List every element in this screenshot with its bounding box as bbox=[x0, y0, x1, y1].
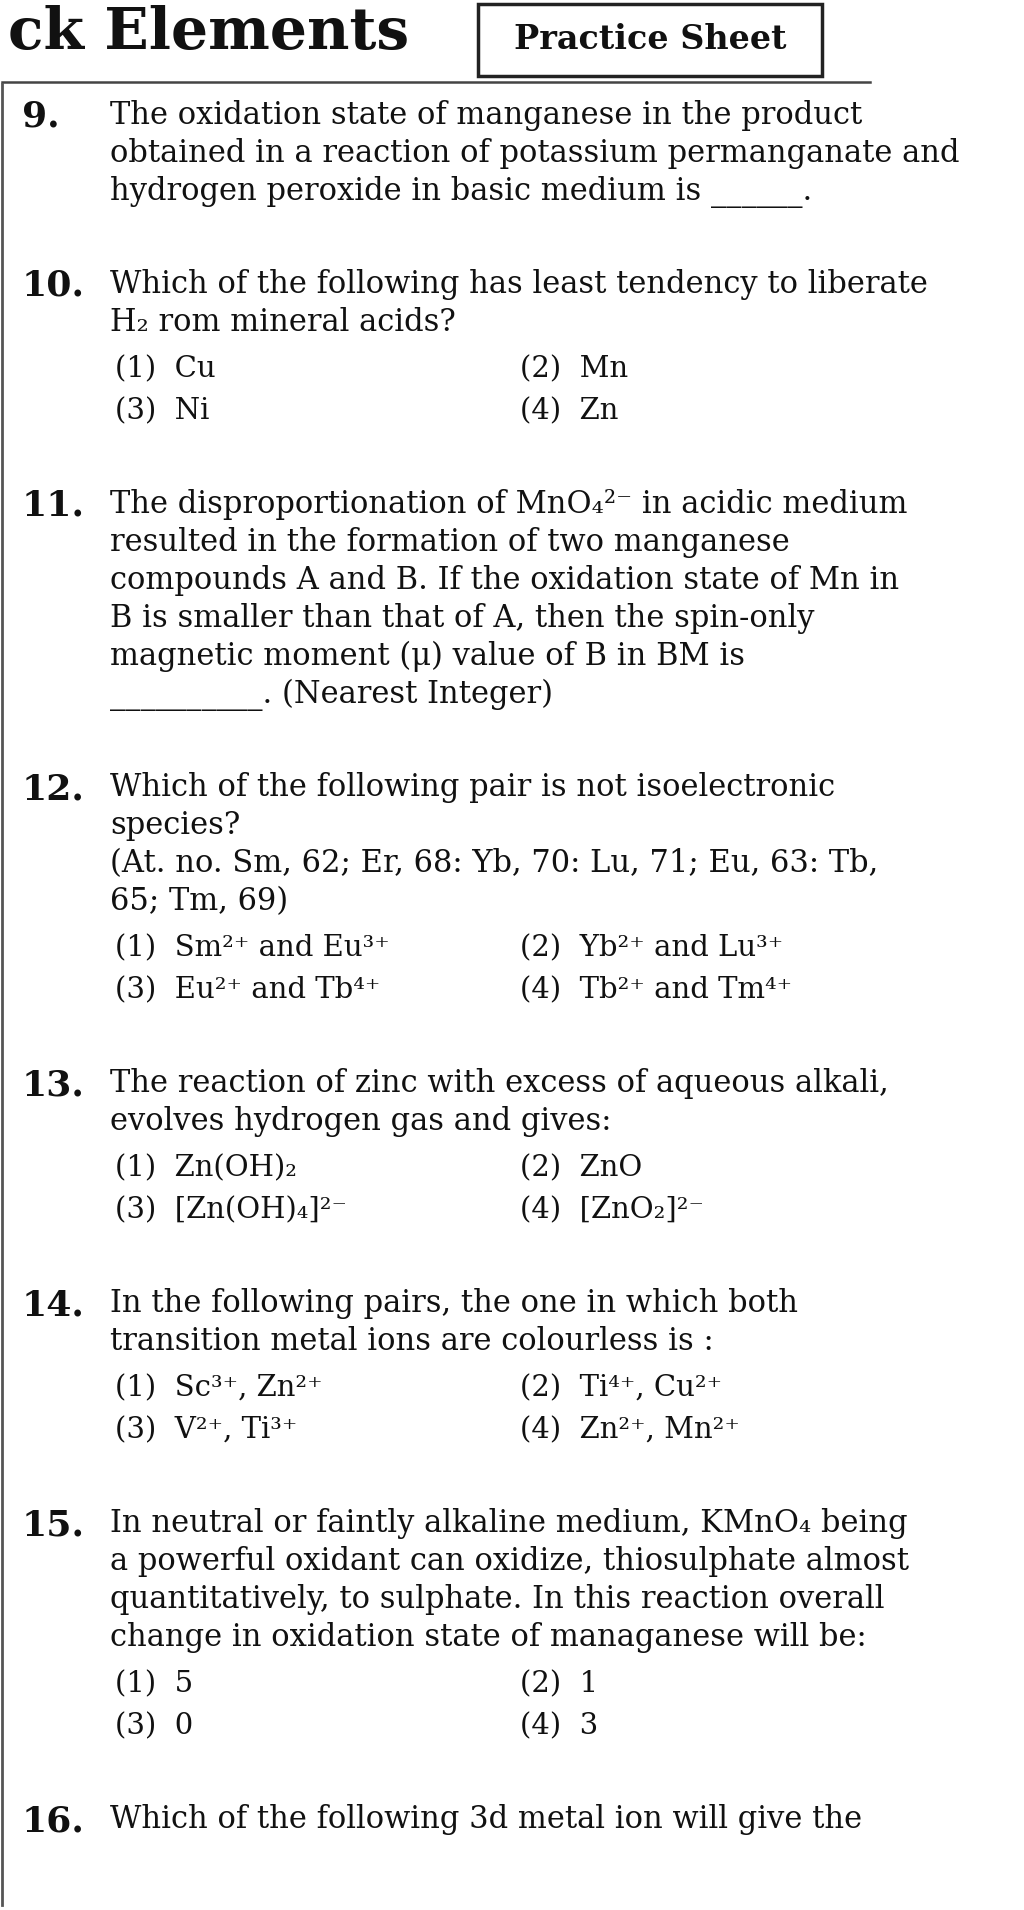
Text: (3)  V²⁺, Ti³⁺: (3) V²⁺, Ti³⁺ bbox=[115, 1415, 297, 1444]
Text: 65; Tm, 69): 65; Tm, 69) bbox=[110, 886, 288, 917]
Text: transition metal ions are colourless is :: transition metal ions are colourless is … bbox=[110, 1326, 714, 1356]
Text: evolves hydrogen gas and gives:: evolves hydrogen gas and gives: bbox=[110, 1106, 611, 1136]
Text: Which of the following has least tendency to liberate: Which of the following has least tendenc… bbox=[110, 269, 928, 300]
Text: (2)  Yb²⁺ and Lu³⁺: (2) Yb²⁺ and Lu³⁺ bbox=[520, 934, 783, 963]
FancyBboxPatch shape bbox=[478, 4, 822, 76]
Text: The oxidation state of manganese in the product: The oxidation state of manganese in the … bbox=[110, 99, 862, 132]
Text: Which of the following pair is not isoelectronic: Which of the following pair is not isoel… bbox=[110, 772, 836, 802]
Text: (1)  Zn(OH)₂: (1) Zn(OH)₂ bbox=[115, 1154, 297, 1182]
Text: (3)  Eu²⁺ and Tb⁴⁺: (3) Eu²⁺ and Tb⁴⁺ bbox=[115, 976, 380, 1005]
Text: species?: species? bbox=[110, 810, 241, 840]
Text: quantitatively, to sulphate. In this reaction overall: quantitatively, to sulphate. In this rea… bbox=[110, 1583, 885, 1616]
Text: 12.: 12. bbox=[22, 772, 85, 806]
Text: 11.: 11. bbox=[22, 489, 85, 523]
Text: (2)  ZnO: (2) ZnO bbox=[520, 1154, 642, 1182]
Text: The disproportionation of MnO₄²⁻ in acidic medium: The disproportionation of MnO₄²⁻ in acid… bbox=[110, 489, 907, 520]
Text: 13.: 13. bbox=[22, 1068, 85, 1102]
Text: 16.: 16. bbox=[22, 1805, 85, 1837]
Text: (4)  Tb²⁺ and Tm⁴⁺: (4) Tb²⁺ and Tm⁴⁺ bbox=[520, 976, 793, 1005]
Text: The reaction of zinc with excess of aqueous alkali,: The reaction of zinc with excess of aque… bbox=[110, 1068, 889, 1098]
Text: (1)  Cu: (1) Cu bbox=[115, 355, 216, 384]
Text: (3)  0: (3) 0 bbox=[115, 1711, 194, 1740]
Text: Practice Sheet: Practice Sheet bbox=[514, 23, 786, 57]
Text: a powerful oxidant can oxidize, thiosulphate almost: a powerful oxidant can oxidize, thiosulp… bbox=[110, 1545, 909, 1578]
Text: 14.: 14. bbox=[22, 1287, 85, 1322]
Text: 10.: 10. bbox=[22, 269, 85, 304]
Text: In neutral or faintly alkaline medium, KMnO₄ being: In neutral or faintly alkaline medium, K… bbox=[110, 1509, 907, 1539]
Text: (2)  Ti⁴⁺, Cu²⁺: (2) Ti⁴⁺, Cu²⁺ bbox=[520, 1373, 722, 1402]
Text: (At. no. Sm, 62; Er, 68: Yb, 70: Lu, 71; Eu, 63: Tb,: (At. no. Sm, 62; Er, 68: Yb, 70: Lu, 71;… bbox=[110, 848, 879, 879]
Text: hydrogen peroxide in basic medium is ______.: hydrogen peroxide in basic medium is ___… bbox=[110, 176, 812, 208]
Text: (2)  1: (2) 1 bbox=[520, 1669, 598, 1698]
Text: (3)  Ni: (3) Ni bbox=[115, 397, 209, 426]
Text: 15.: 15. bbox=[22, 1509, 85, 1541]
Text: (1)  Sm²⁺ and Eu³⁺: (1) Sm²⁺ and Eu³⁺ bbox=[115, 934, 390, 963]
Text: (4)  3: (4) 3 bbox=[520, 1711, 598, 1740]
Text: __________. (Nearest Integer): __________. (Nearest Integer) bbox=[110, 678, 553, 711]
Text: (1)  5: (1) 5 bbox=[115, 1669, 194, 1698]
Text: compounds A and B. If the oxidation state of Mn in: compounds A and B. If the oxidation stat… bbox=[110, 565, 899, 596]
Text: 9.: 9. bbox=[22, 99, 59, 134]
Text: (3)  [Zn(OH)₄]²⁻: (3) [Zn(OH)₄]²⁻ bbox=[115, 1196, 347, 1224]
Text: In the following pairs, the one in which both: In the following pairs, the one in which… bbox=[110, 1287, 798, 1320]
Text: ck Elements: ck Elements bbox=[8, 6, 410, 61]
Text: magnetic moment (μ) value of B in BM is: magnetic moment (μ) value of B in BM is bbox=[110, 642, 745, 672]
Text: B is smaller than that of A, then the spin-only: B is smaller than that of A, then the sp… bbox=[110, 604, 814, 634]
Text: (2)  Mn: (2) Mn bbox=[520, 355, 628, 384]
Text: obtained in a reaction of potassium permanganate and: obtained in a reaction of potassium perm… bbox=[110, 138, 959, 168]
Text: (4)  [ZnO₂]²⁻: (4) [ZnO₂]²⁻ bbox=[520, 1196, 705, 1224]
Text: (4)  Zn: (4) Zn bbox=[520, 397, 618, 426]
Text: Which of the following 3d metal ion will give the: Which of the following 3d metal ion will… bbox=[110, 1805, 862, 1836]
Text: (1)  Sc³⁺, Zn²⁺: (1) Sc³⁺, Zn²⁺ bbox=[115, 1373, 323, 1402]
Text: change in oxidation state of managanese will be:: change in oxidation state of managanese … bbox=[110, 1622, 866, 1652]
Text: H₂ rom mineral acids?: H₂ rom mineral acids? bbox=[110, 308, 456, 338]
Text: (4)  Zn²⁺, Mn²⁺: (4) Zn²⁺, Mn²⁺ bbox=[520, 1415, 740, 1444]
Text: resulted in the formation of two manganese: resulted in the formation of two mangane… bbox=[110, 527, 790, 558]
